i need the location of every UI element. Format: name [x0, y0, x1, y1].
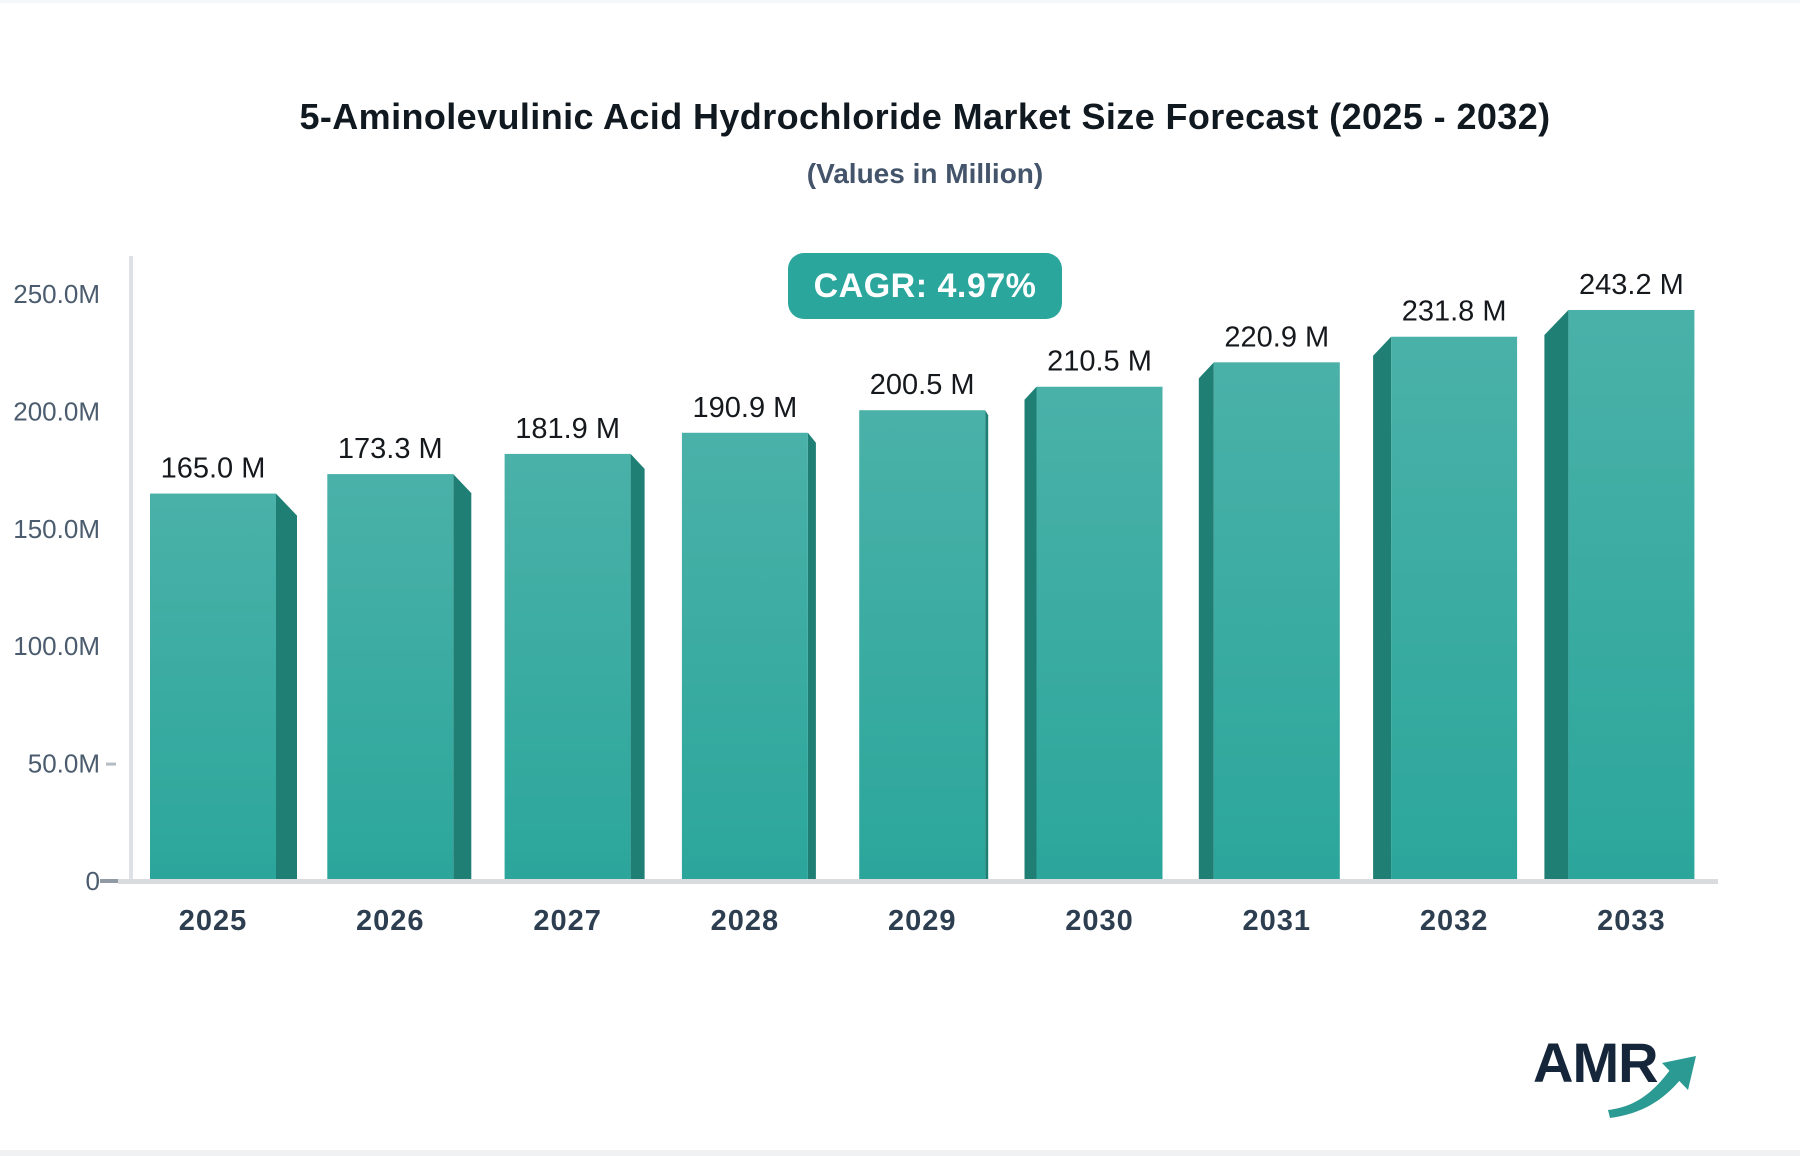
- bar-2031: [1198, 362, 1340, 885]
- bar-2026: [327, 474, 472, 884]
- y-axis-tick-label: 150.0M: [13, 514, 100, 544]
- x-axis-label: 2026: [356, 905, 425, 937]
- y-axis-line: [129, 256, 133, 884]
- bar-side-face: [1198, 362, 1214, 885]
- bar-side-face: [630, 453, 645, 884]
- cagr-badge: CAGR: 4.97%: [788, 253, 1062, 319]
- amr-logo: AMR: [1500, 1018, 1730, 1128]
- bar-2027: [504, 453, 645, 884]
- bar-side-face: [453, 474, 472, 884]
- x-axis-label: 2028: [711, 905, 780, 937]
- x-axis-label: 2031: [1243, 905, 1312, 937]
- bar-2025: [150, 493, 297, 884]
- x-axis-label: 2033: [1597, 905, 1666, 937]
- bar-side-face: [985, 410, 989, 884]
- y-axis-tick-mark: [100, 879, 118, 883]
- bar-front-face: [1568, 309, 1695, 884]
- bar-value-label: 210.5 M: [1047, 346, 1152, 378]
- bar-side-face: [1544, 309, 1569, 884]
- top-edge-band: [0, 0, 1800, 3]
- bar-value-label: 165.0 M: [161, 453, 266, 485]
- x-axis-label: 2032: [1420, 905, 1489, 937]
- x-axis-baseline: [118, 879, 1718, 884]
- y-axis-tick-label: 200.0M: [13, 396, 100, 426]
- chart-title: 5-Aminolevulinic Acid Hydrochloride Mark…: [299, 96, 1551, 137]
- bar-front-face: [1036, 386, 1163, 884]
- bar-front-face: [150, 493, 276, 884]
- bar-side-face: [807, 432, 816, 884]
- y-axis-tick-label: 250.0M: [13, 279, 100, 309]
- bar-value-label: 243.2 M: [1579, 269, 1684, 301]
- bar-side-face: [1024, 386, 1037, 884]
- x-axis-label: 2027: [533, 905, 602, 937]
- cagr-badge-label: CAGR: 4.97%: [813, 266, 1037, 305]
- bar-value-label: 190.9 M: [693, 392, 798, 424]
- amr-logo-text: AMR: [1533, 1031, 1659, 1094]
- bar-2032: [1373, 336, 1518, 884]
- bar-side-face: [1373, 336, 1392, 884]
- y-axis-tick-label: 100.0M: [13, 631, 100, 661]
- bar-front-face: [504, 453, 631, 884]
- growth-arrow-icon: [1608, 1056, 1696, 1118]
- bar-2030: [1024, 386, 1163, 884]
- bar-2029: [859, 410, 989, 884]
- bar-front-face: [859, 410, 986, 884]
- x-axis-label: 2030: [1065, 905, 1134, 937]
- bar-2033: [1544, 309, 1695, 884]
- bar-side-face: [276, 493, 297, 884]
- bar-value-label: 200.5 M: [870, 369, 975, 401]
- bar-value-label: 173.3 M: [338, 433, 443, 465]
- bottom-edge-band: [0, 1150, 1800, 1156]
- bar-front-face: [327, 474, 454, 884]
- bar-front-face: [681, 432, 808, 884]
- bar-value-label: 181.9 M: [515, 413, 620, 445]
- x-axis-label: 2029: [888, 905, 957, 937]
- x-axis-label: 2025: [179, 905, 248, 937]
- chart-subtitle: (Values in Million): [806, 158, 1044, 189]
- bar-value-label: 220.9 M: [1224, 321, 1329, 353]
- y-axis-tick-label: 0: [86, 866, 100, 896]
- bar-value-label: 231.8 M: [1402, 296, 1507, 328]
- bar-2028: [681, 432, 816, 884]
- y-axis-tick-label: 50.0M: [28, 749, 100, 779]
- bar-front-face: [1391, 336, 1518, 884]
- bar-front-face: [1213, 362, 1340, 885]
- y-axis-tick-mark: [106, 762, 116, 766]
